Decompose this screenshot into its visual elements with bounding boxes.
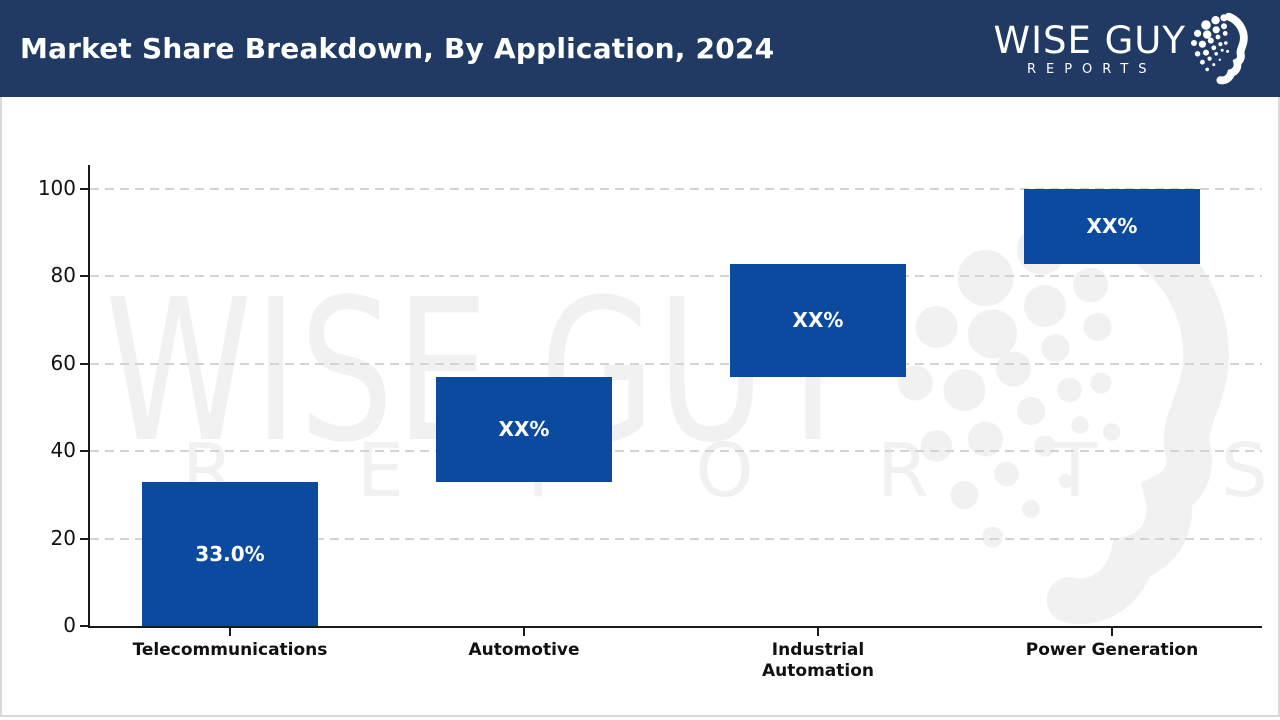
brand-name: WISE GUY [993, 18, 1186, 62]
chart-frame [0, 97, 1280, 717]
y-tick-label: 80 [50, 263, 76, 287]
bar-value-label: XX% [498, 417, 550, 442]
y-tick-mark [80, 187, 88, 190]
x-category-label: Automotive [468, 640, 580, 660]
bar-value-label: XX% [1086, 214, 1138, 239]
gridline-100 [90, 187, 1262, 190]
watermark-subtext: R E P O R T S [182, 428, 1280, 514]
y-tick-label: 0 [63, 613, 76, 637]
page-title: Market Share Breakdown, By Application, … [20, 32, 775, 65]
x-tick-mark [1111, 628, 1113, 636]
bar-telecommunications: 33.0% [142, 481, 318, 626]
x-tick-mark [817, 628, 819, 636]
y-tick-label: 100 [37, 175, 76, 200]
bar-power-generation: XX% [1024, 188, 1200, 265]
bar-value-label: XX% [792, 308, 844, 333]
y-tick-mark [80, 362, 88, 365]
bar-automotive: XX% [436, 376, 612, 482]
brand-logo: WISE GUY REPORTS [994, 12, 1254, 86]
y-tick-label: 60 [50, 350, 76, 375]
y-tick-label: 40 [50, 438, 76, 462]
x-tick-mark [523, 628, 525, 636]
x-axis-line [88, 626, 1262, 628]
x-category-label: Industrial Automation [762, 640, 874, 682]
brand-wordmark: WISE GUY REPORTS [994, 22, 1186, 76]
bar-industrial-automation: XX% [730, 264, 906, 377]
y-tick-mark [80, 275, 88, 277]
gridline-60 [90, 362, 1262, 365]
bar-value-label: 33.0% [195, 541, 265, 566]
gridline-40 [90, 450, 1262, 452]
y-tick-mark [80, 537, 88, 540]
brand-subtitle: REPORTS [1026, 61, 1157, 77]
gridline-80 [90, 275, 1262, 277]
y-tick-mark [80, 625, 88, 627]
x-category-label: Power Generation [1025, 640, 1199, 660]
y-tick-mark [80, 450, 88, 452]
report-header: Market Share Breakdown, By Application, … [0, 0, 1280, 97]
y-tick-label: 20 [50, 525, 76, 550]
x-tick-mark [229, 628, 231, 636]
y-axis-line [88, 165, 90, 628]
x-category-label: Telecommunications [132, 640, 328, 660]
gridline-20 [90, 537, 1262, 540]
